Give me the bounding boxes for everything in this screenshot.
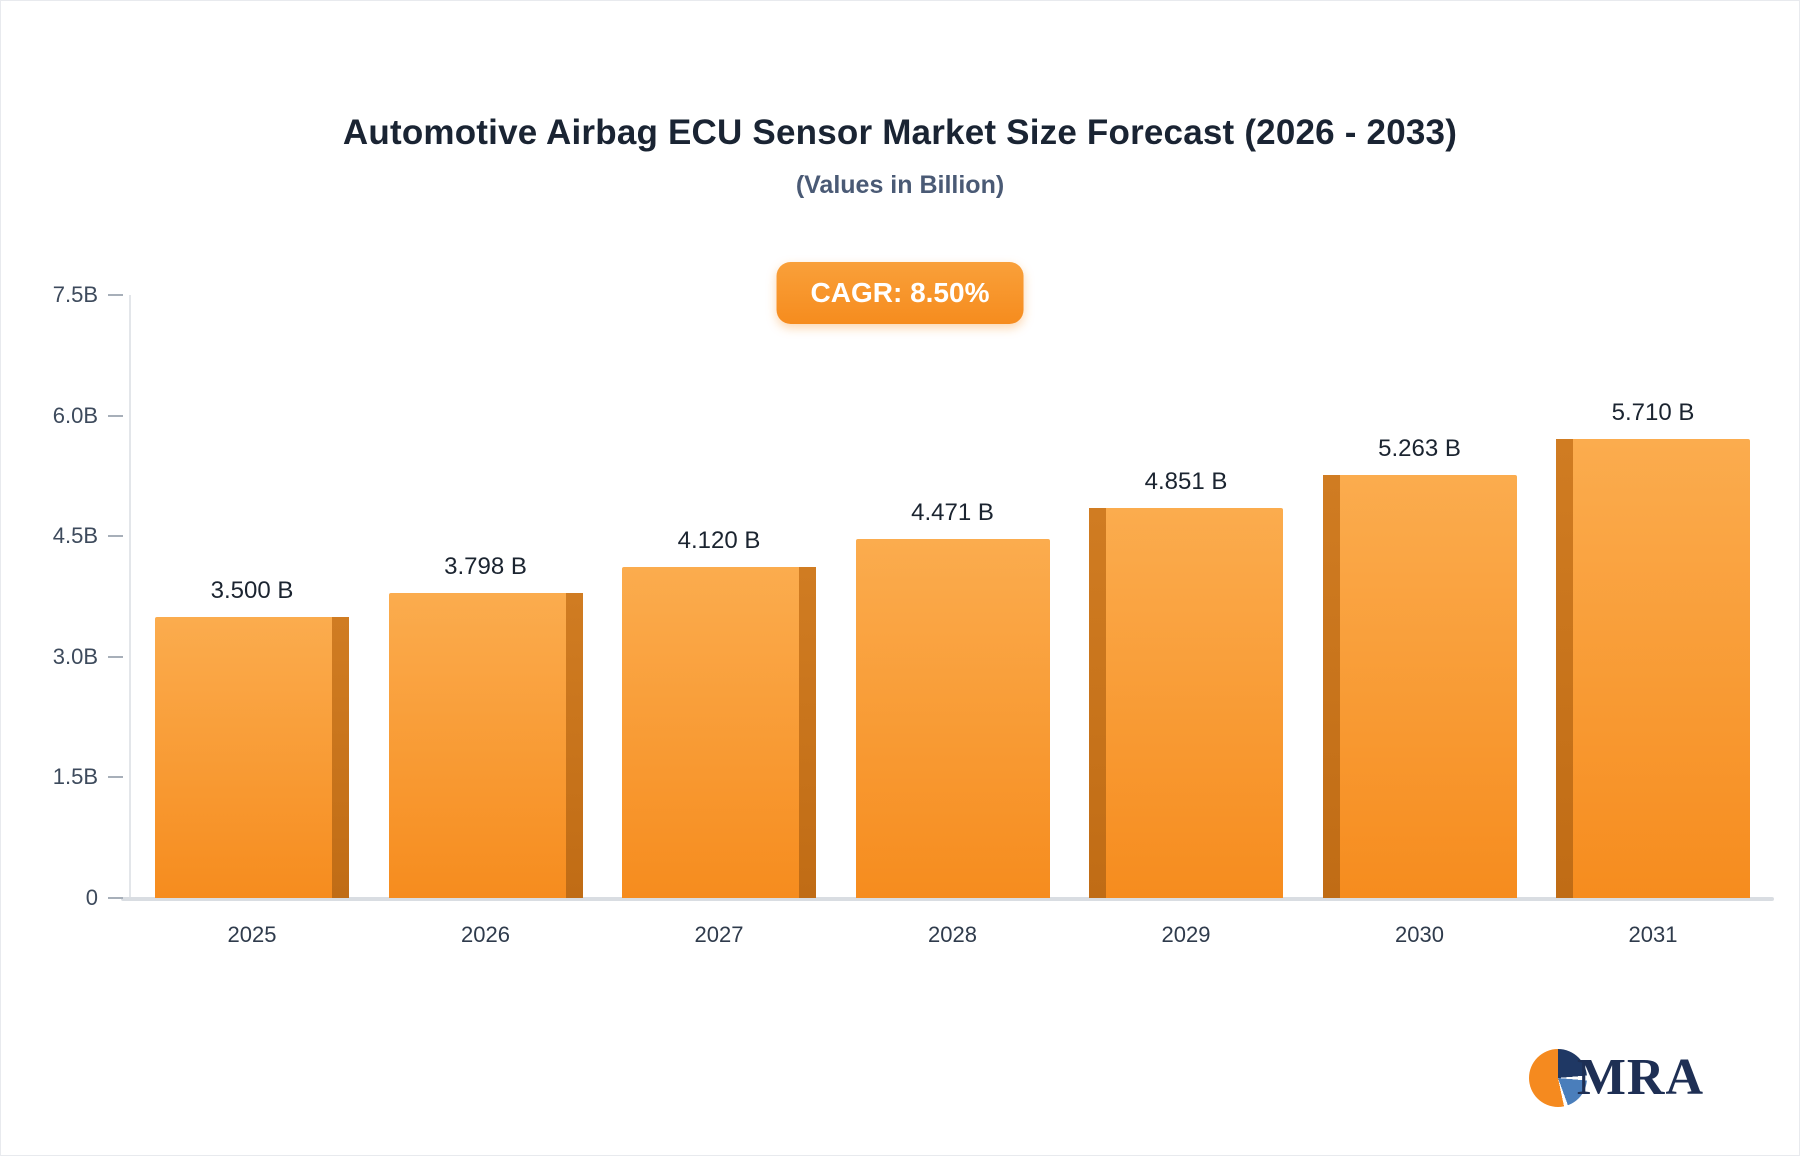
- bar-side-shade: [1322, 474, 1340, 898]
- bar-value-label: 4.851 B: [1144, 467, 1228, 495]
- bar-side-shade: [799, 566, 816, 898]
- bar-series: 3.500 B 2025 3.798 B 2026 4.120 B 2027 4.471 B…: [129, 295, 1774, 947]
- bar-side-shade: [1089, 507, 1106, 898]
- logo-text: MRA: [1576, 1049, 1704, 1106]
- bar-side-shade: [565, 592, 583, 898]
- bar-cell-2030: 5.263 B 2030: [1322, 295, 1517, 947]
- chart-title: Automotive Airbag ECU Sensor Market Size…: [342, 113, 1458, 152]
- pie-logo-icon: [1528, 1048, 1587, 1107]
- bar-2025: [155, 616, 349, 898]
- x-axis-label-2025: 2025: [227, 922, 277, 947]
- bar-2026: [388, 592, 583, 898]
- bar-value-label: 3.500 B: [210, 576, 294, 604]
- bar-cell-2027: 4.120 B 2027: [622, 295, 816, 947]
- y-tick-mark: [108, 776, 123, 779]
- y-tick-mark: [108, 897, 123, 899]
- x-axis-label-2027: 2027: [694, 922, 744, 947]
- y-tick-3.0B: 3.0B: [53, 644, 123, 670]
- x-axis-label-2028: 2028: [928, 922, 977, 947]
- bar-value-label: 4.120 B: [677, 526, 761, 554]
- bar-cell-2028: 4.471 B 2028: [855, 295, 1050, 947]
- bar-side-shade: [332, 616, 349, 898]
- y-tick-mark: [108, 655, 123, 658]
- y-tick-0: 0: [86, 885, 123, 911]
- y-axis-line: [129, 295, 131, 898]
- x-axis-label-2026: 2026: [461, 922, 510, 947]
- y-tick-label: 6.0B: [52, 402, 98, 428]
- y-tick-mark: [108, 535, 123, 538]
- bar-2031: [1556, 438, 1750, 898]
- bar-cell-2026: 3.798 B 2026: [388, 295, 583, 947]
- plot-area: 7.5B 6.0B 4.5B 3.0B 1.5B 0 3.500 B 2025 3.798 B…: [53, 282, 1774, 947]
- bar-value-label: 5.263 B: [1378, 434, 1461, 462]
- y-tick-mark: [108, 294, 123, 296]
- y-tick-label: 7.5B: [52, 282, 98, 307]
- chart-subtitle: (Values in Billion): [795, 171, 1005, 199]
- bar-side-shade: [1556, 438, 1573, 898]
- y-tick-label: 0: [85, 885, 98, 910]
- bar-2027: [622, 566, 816, 898]
- x-axis-line: [121, 897, 1774, 901]
- y-tick-7.5B: 7.5B: [53, 282, 123, 308]
- bar-value-label: 5.710 B: [1611, 398, 1695, 426]
- bar-2028: [855, 538, 1050, 898]
- cagr-badge: CAGR: 8.50%: [776, 262, 1024, 324]
- x-axis-label-2030: 2030: [1395, 922, 1444, 947]
- bar-cell-2025: 3.500 B 2025: [155, 295, 349, 947]
- bar-cell-2031: 5.710 B 2031: [1556, 295, 1750, 947]
- x-axis-label-2029: 2029: [1161, 922, 1211, 947]
- x-axis-label-2031: 2031: [1628, 922, 1678, 947]
- bar-cell-2029: 4.851 B 2029: [1089, 295, 1283, 947]
- y-tick-4.5B: 4.5B: [53, 523, 123, 549]
- bar-value-label: 3.798 B: [444, 552, 527, 580]
- bar-value-label: 4.471 B: [911, 498, 994, 526]
- y-tick-label: 3.0B: [52, 643, 98, 669]
- brand-logo: MRA: [1528, 1048, 1704, 1107]
- bar-2030: [1322, 474, 1517, 898]
- y-tick-label: 4.5B: [52, 523, 98, 549]
- y-tick-1.5B: 1.5B: [53, 764, 123, 790]
- y-tick-mark: [108, 414, 123, 417]
- y-tick-6.0B: 6.0B: [53, 403, 123, 429]
- y-tick-label: 1.5B: [52, 764, 98, 790]
- bar-2029: [1089, 507, 1283, 898]
